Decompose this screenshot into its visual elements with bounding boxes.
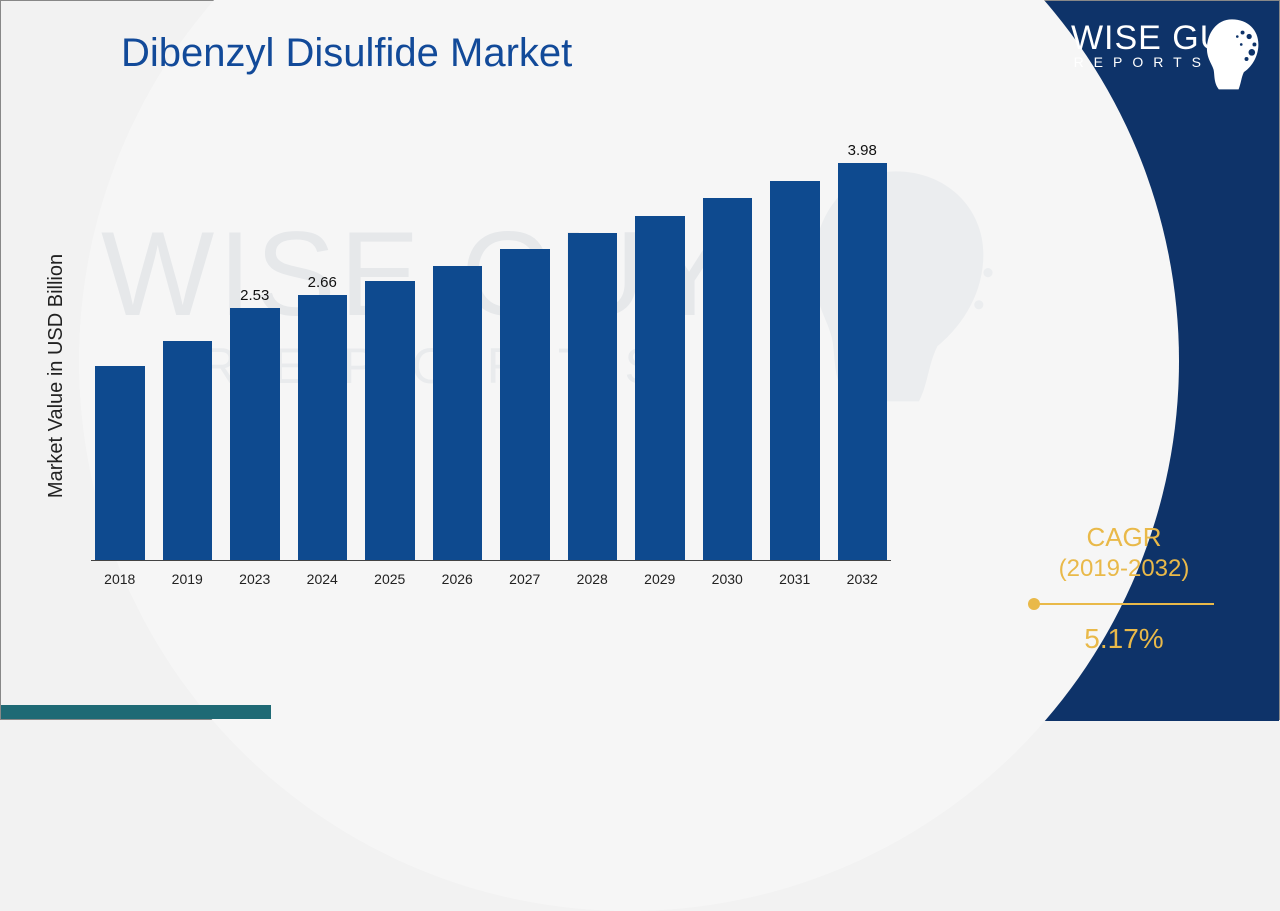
bar-slot: 2.53 (230, 308, 280, 560)
bar-slot (95, 366, 145, 561)
bar-slot (433, 266, 483, 560)
bar (298, 295, 348, 560)
bar-slot (635, 216, 685, 560)
bar-value-label: 2.53 (240, 287, 269, 304)
bar (230, 308, 280, 560)
x-tick-label: 2018 (95, 565, 145, 591)
bar (95, 366, 145, 561)
bar (770, 181, 820, 560)
bar (500, 249, 550, 560)
bar (163, 341, 213, 560)
bar-slot (770, 181, 820, 560)
cagr-value: 5.17% (1013, 623, 1235, 655)
bar-slot: 2.66 (298, 295, 348, 560)
x-tick-label: 2030 (703, 565, 753, 591)
brand-logo: WISE GUY REPORTS (1071, 19, 1249, 70)
x-tick-label: 2028 (568, 565, 618, 591)
bar-value-label: 3.98 (848, 142, 877, 159)
cagr-divider (1034, 603, 1214, 605)
footer-accent-bar (1, 705, 271, 719)
bar-slot (568, 233, 618, 560)
x-axis-line (91, 560, 891, 561)
x-tick-label: 2023 (230, 565, 280, 591)
logo-head-icon (1199, 15, 1265, 95)
x-labels-container: 2018 2019 2023 2024 2025 2026 2027 2028 2029 2030… (91, 565, 891, 591)
bar (703, 198, 753, 560)
x-tick-label: 2027 (500, 565, 550, 591)
bar-slot (500, 249, 550, 560)
x-tick-label: 2029 (635, 565, 685, 591)
bar-slot (703, 198, 753, 560)
page-title: Dibenzyl Disulfide Market (121, 31, 572, 76)
bar-value-label: 2.66 (308, 274, 337, 291)
bars-container: 2.53 2.66 3.98 (91, 161, 891, 560)
x-tick-label: 2025 (365, 565, 415, 591)
x-tick-label: 2026 (433, 565, 483, 591)
bar-slot: 3.98 (838, 163, 888, 560)
bar (635, 216, 685, 560)
cagr-panel: CAGR (2019-2032) 5.17% (1013, 522, 1235, 655)
bar-slot (163, 341, 213, 560)
x-tick-label: 2024 (298, 565, 348, 591)
bar (568, 233, 618, 560)
x-tick-label: 2032 (838, 565, 888, 591)
cagr-range: (2019-2032) (1013, 555, 1235, 583)
x-tick-label: 2019 (163, 565, 213, 591)
bar-slot (365, 281, 415, 560)
bar (433, 266, 483, 560)
cagr-title: CAGR (1013, 522, 1235, 553)
bar-chart: Market Value in USD Billion 2.532.663.98… (91, 161, 891, 591)
bar (838, 163, 888, 560)
x-tick-label: 2031 (770, 565, 820, 591)
bar (365, 281, 415, 560)
